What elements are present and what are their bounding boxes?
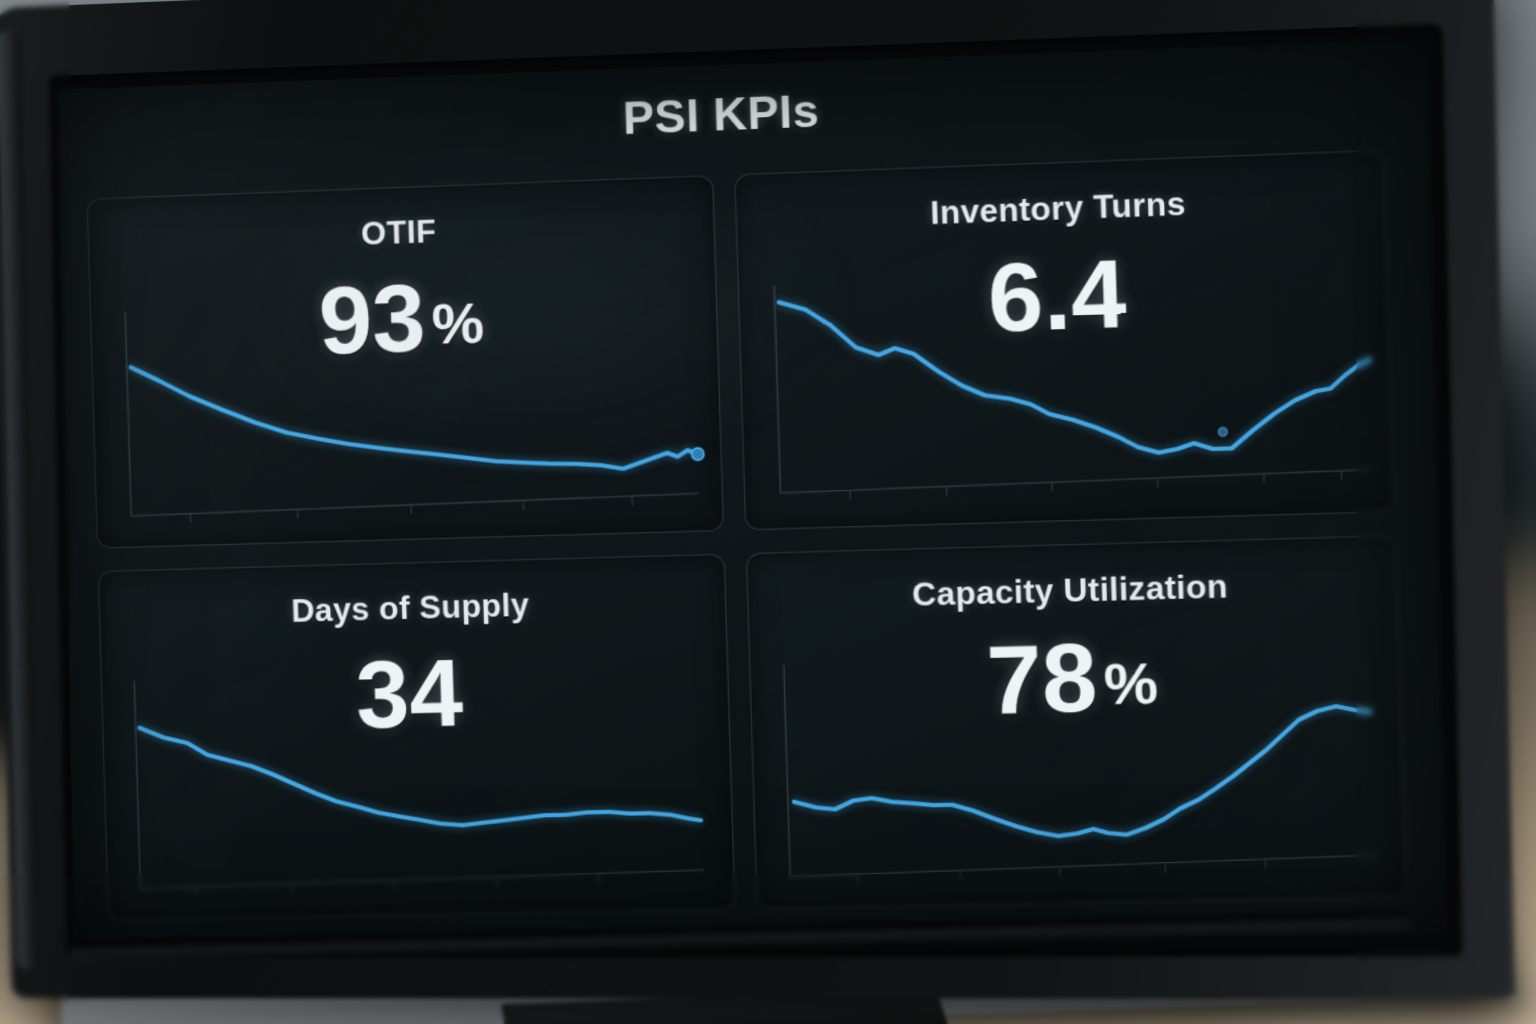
- kpi-label: Days of Supply: [290, 586, 530, 630]
- sparkline-inventory-turns: [756, 263, 1385, 523]
- kpi-dashboard: PSI KPIs OTIF 93%: [58, 39, 1447, 937]
- sparkline-otif: [107, 286, 714, 541]
- dashboard-title: PSI KPIs: [622, 86, 821, 145]
- kpi-label: Inventory Turns: [929, 185, 1187, 232]
- kpi-card-grid: OTIF 93%: [86, 149, 1407, 922]
- kpi-card-inventory-turns[interactable]: Inventory Turns 6.4: [734, 149, 1395, 531]
- laptop-screen: PSI KPIs OTIF 93%: [57, 38, 1447, 937]
- sparkline-capacity-utilization: [767, 648, 1396, 902]
- kpi-card-otif[interactable]: OTIF 93%: [86, 175, 724, 549]
- lid-edge: [0, 29, 40, 971]
- laptop-lid: PSI KPIs OTIF 93%: [0, 0, 1515, 999]
- kpi-card-capacity-utilization[interactable]: Capacity Utilization 78%: [745, 535, 1407, 910]
- kpi-card-days-of-supply[interactable]: Days of Supply 34: [97, 553, 736, 922]
- kpi-label: Capacity Utilization: [911, 568, 1229, 614]
- sparkline-days-of-supply: [118, 665, 725, 914]
- screen-bezel: PSI KPIs OTIF 93%: [49, 23, 1463, 959]
- kpi-label: OTIF: [360, 213, 437, 252]
